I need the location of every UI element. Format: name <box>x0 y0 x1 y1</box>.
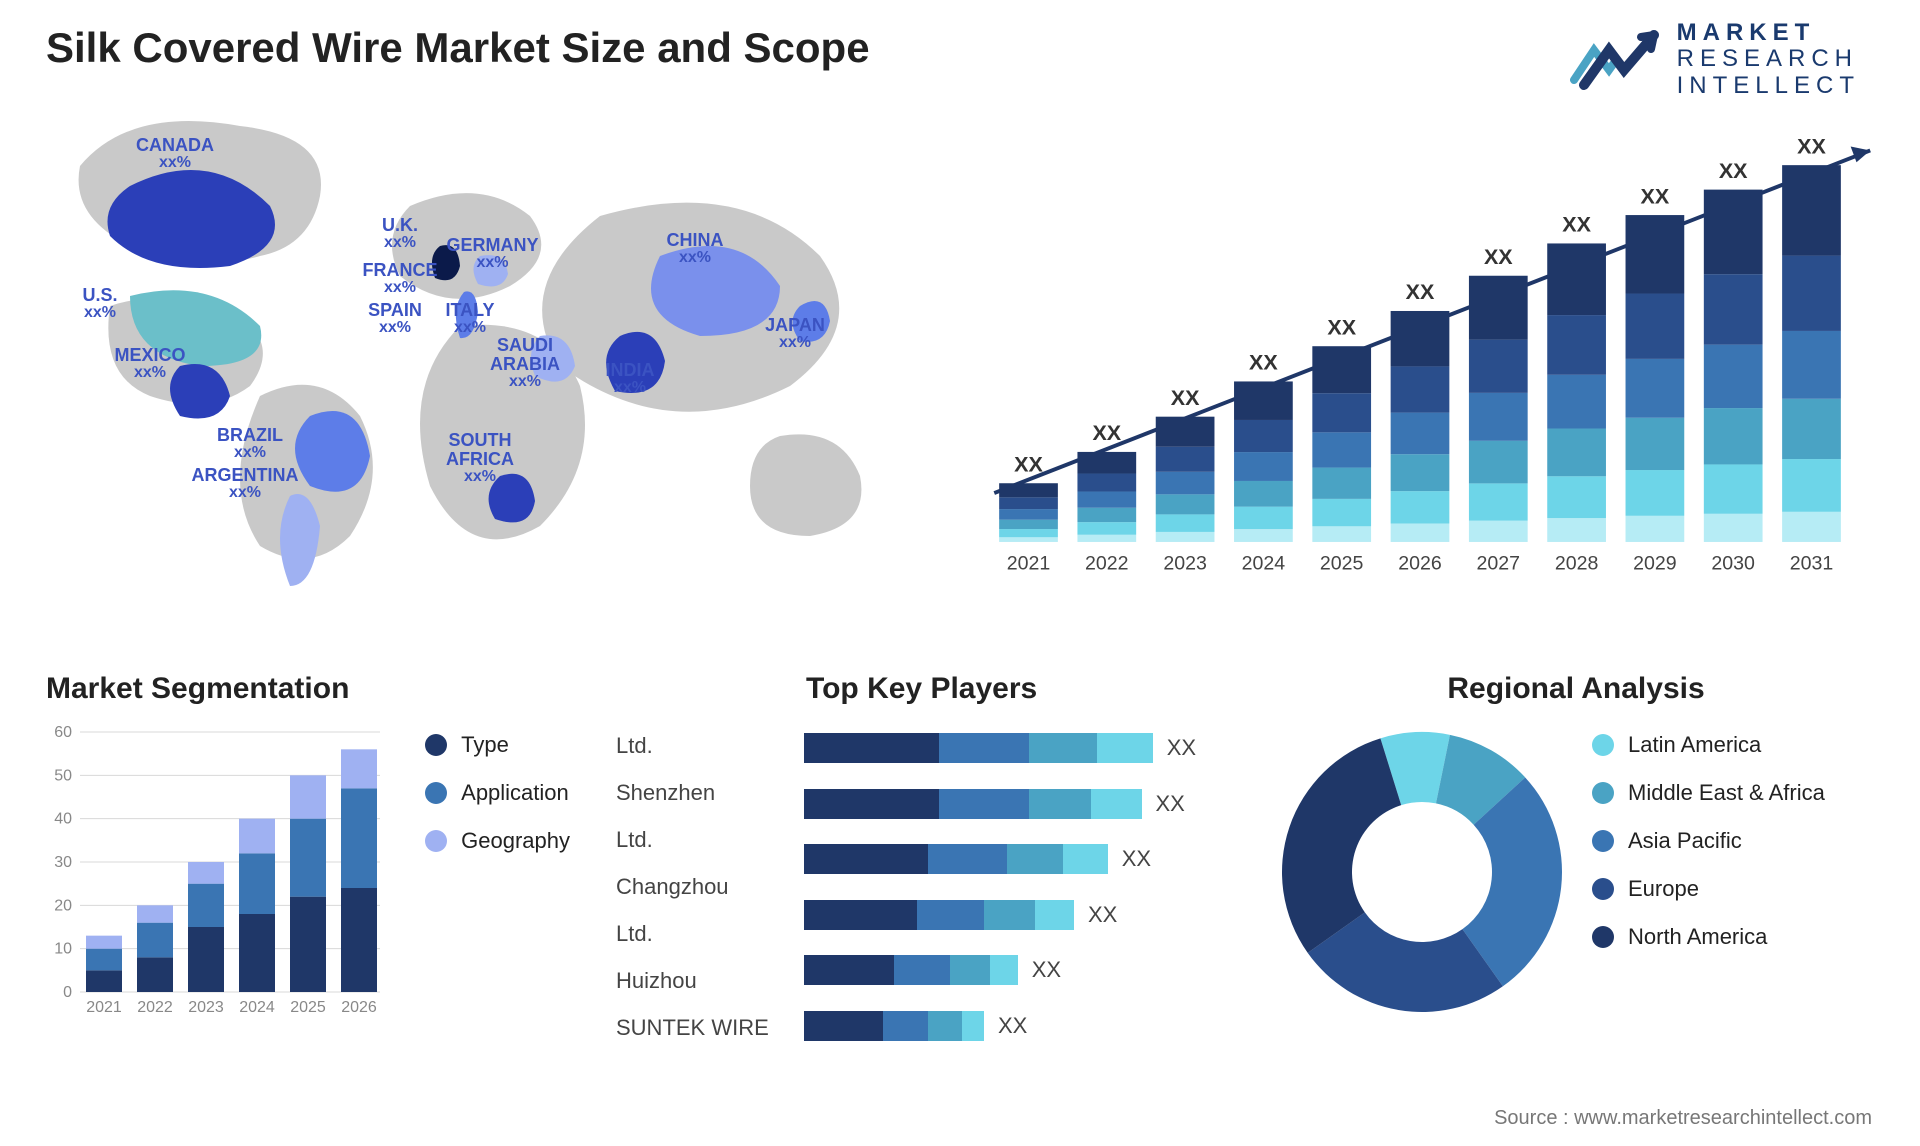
player-name: Ltd. <box>616 733 786 759</box>
svg-text:2022: 2022 <box>137 999 173 1016</box>
svg-text:2030: 2030 <box>1711 552 1755 574</box>
svg-text:2026: 2026 <box>1398 552 1442 574</box>
svg-text:2025: 2025 <box>1320 552 1364 574</box>
segmentation-legend-item: Application <box>425 780 570 806</box>
svg-text:2023: 2023 <box>1163 552 1207 574</box>
regional-legend-item: North America <box>1592 924 1825 950</box>
segmentation-chart-svg: 0 10 20 30 40 50 60 2021 2022 2023 2024 2025 2026 <box>40 722 380 1042</box>
regional-panel: Regional Analysis Latin America Middle Ea… <box>1272 672 1880 1072</box>
svg-text:2022: 2022 <box>1085 552 1129 574</box>
regional-title: Regional Analysis <box>1272 672 1880 706</box>
world-map-svg <box>40 96 920 596</box>
infographic-root: Silk Covered Wire Market Size and Scope … <box>0 0 1920 1146</box>
svg-text:2021: 2021 <box>1007 552 1051 574</box>
svg-text:XX: XX <box>1484 245 1513 269</box>
svg-text:XX: XX <box>1562 213 1591 237</box>
svg-text:2024: 2024 <box>1242 552 1286 574</box>
svg-text:0: 0 <box>63 984 72 1001</box>
growth-chart-svg: XX 2021 XX 2022 XX 2023 XX 2024 XX 2025 XX 2026 XX 20… <box>960 96 1880 616</box>
svg-text:2024: 2024 <box>239 999 275 1016</box>
svg-text:XX: XX <box>1719 159 1748 183</box>
player-bar-value: XX <box>1156 791 1185 817</box>
svg-text:30: 30 <box>54 854 72 871</box>
brand-logo-block: MARKET RESEARCH INTELLECT <box>1569 20 1860 99</box>
player-bar-value: XX <box>1032 957 1061 983</box>
players-name-list: Ltd. Shenzhen Ltd. Changzhou Ltd. Huizhou SUNT… <box>616 722 786 1052</box>
player-bar-value: XX <box>998 1013 1027 1039</box>
growth-chart-panel: XX 2021 XX 2022 XX 2023 XX 2024 XX 2025 XX 2026 XX 20… <box>960 96 1880 616</box>
top-row: CANADAxx%U.S.xx%MEXICOxx%BRAZILxx%ARGENT… <box>40 96 1880 616</box>
svg-text:XX: XX <box>1171 386 1200 410</box>
players-panel: Top Key Players Ltd. Shenzhen Ltd. Changzho… <box>616 672 1236 1072</box>
svg-text:2025: 2025 <box>290 999 326 1016</box>
svg-text:XX: XX <box>1797 134 1826 158</box>
player-name: Shenzhen <box>616 780 786 806</box>
svg-text:XX: XX <box>1249 351 1278 375</box>
player-bar-row: XX <box>804 1008 1236 1044</box>
player-name: Huizhou <box>616 968 786 994</box>
svg-text:XX: XX <box>1014 452 1043 476</box>
player-name: Ltd. <box>616 827 786 853</box>
regional-legend-item: Middle East & Africa <box>1592 780 1825 806</box>
source-text: Source : www.marketresearchintellect.com <box>1494 1107 1872 1130</box>
player-bar-row: XX <box>804 786 1236 822</box>
svg-text:2027: 2027 <box>1477 552 1521 574</box>
player-bar-value: XX <box>1088 902 1117 928</box>
svg-text:2023: 2023 <box>188 999 224 1016</box>
segmentation-legend-item: Type <box>425 732 570 758</box>
svg-text:2029: 2029 <box>1633 552 1677 574</box>
player-name: SUNTEK WIRE <box>616 1015 786 1041</box>
svg-text:XX: XX <box>1641 184 1670 208</box>
player-bar-value: XX <box>1122 846 1151 872</box>
player-bar-row: XX <box>804 730 1236 766</box>
svg-text:10: 10 <box>54 941 72 958</box>
svg-text:20: 20 <box>54 897 72 914</box>
player-bar-row: XX <box>804 952 1236 988</box>
player-name: Changzhou <box>616 874 786 900</box>
svg-text:50: 50 <box>54 767 72 784</box>
brand-mark-icon <box>1569 25 1659 95</box>
segmentation-panel: Market Segmentation 0 10 20 30 40 50 60 2021 202… <box>40 672 580 1072</box>
players-title: Top Key Players <box>806 672 1236 706</box>
player-bar-row: XX <box>804 897 1236 933</box>
brand-line-1: MARKET <box>1677 20 1860 46</box>
svg-text:XX: XX <box>1406 280 1435 304</box>
player-bar-value: XX <box>1167 735 1196 761</box>
segmentation-legend: Type Application Geography <box>425 732 570 854</box>
svg-text:40: 40 <box>54 811 72 828</box>
svg-text:2021: 2021 <box>86 999 122 1016</box>
svg-text:60: 60 <box>54 724 72 741</box>
regional-legend-item: Asia Pacific <box>1592 828 1825 854</box>
players-bars: XX XX XX XX XX XX <box>804 722 1236 1052</box>
svg-text:XX: XX <box>1327 315 1356 339</box>
regional-donut-svg <box>1272 722 1572 1022</box>
regional-legend-item: Latin America <box>1592 732 1825 758</box>
svg-text:2028: 2028 <box>1555 552 1599 574</box>
segmentation-legend-item: Geography <box>425 828 570 854</box>
svg-text:2026: 2026 <box>341 999 377 1016</box>
regional-legend: Latin America Middle East & Africa Asia Pa… <box>1592 732 1825 950</box>
regional-legend-item: Europe <box>1592 876 1825 902</box>
segmentation-title: Market Segmentation <box>46 672 580 706</box>
svg-text:2031: 2031 <box>1790 552 1834 574</box>
svg-text:XX: XX <box>1092 421 1121 445</box>
player-name: Ltd. <box>616 921 786 947</box>
brand-line-2: RESEARCH <box>1677 46 1860 72</box>
player-bar-row: XX <box>804 841 1236 877</box>
world-map-panel: CANADAxx%U.S.xx%MEXICOxx%BRAZILxx%ARGENT… <box>40 96 920 616</box>
bottom-row: Market Segmentation 0 10 20 30 40 50 60 2021 202… <box>40 672 1880 1072</box>
